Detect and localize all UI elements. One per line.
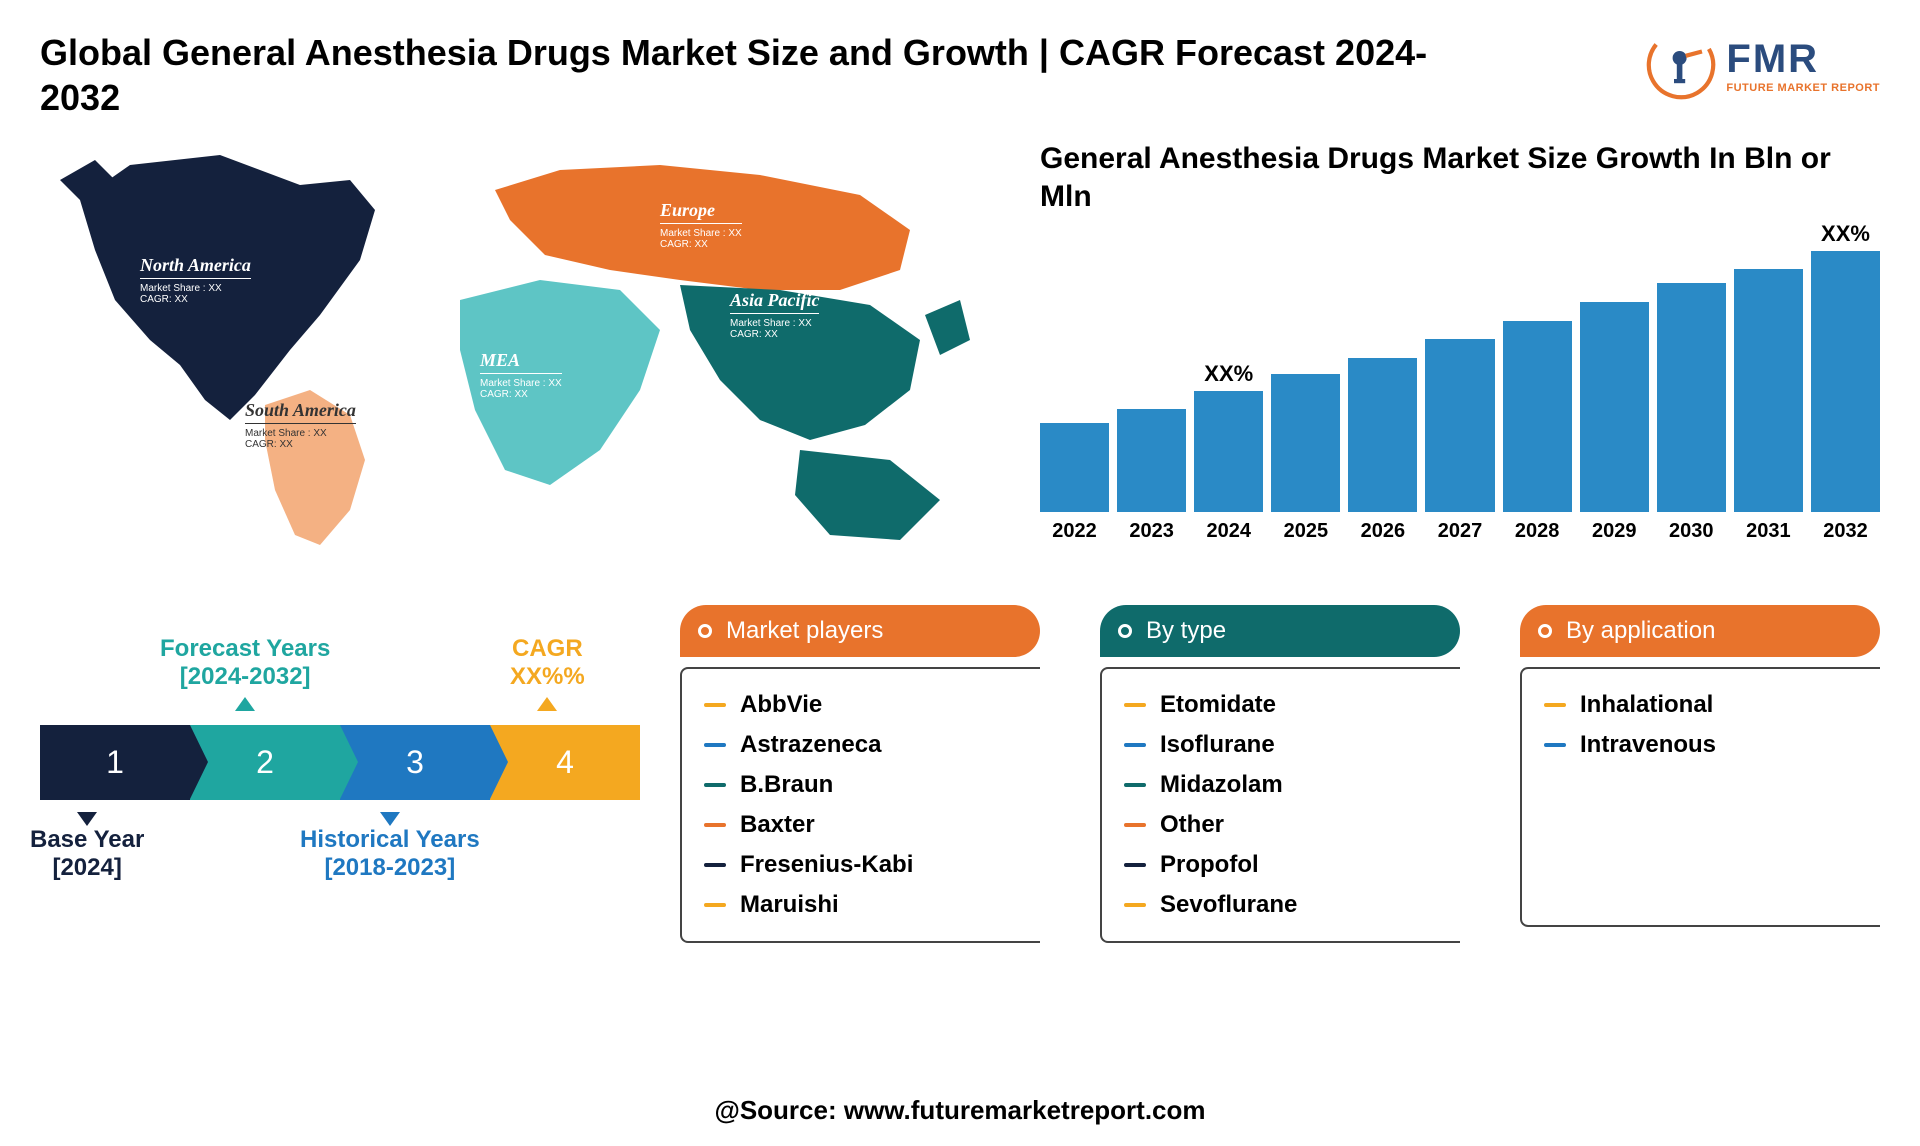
region-label-eu: EuropeMarket Share : XXCAGR: XX [660,200,742,250]
list-item: Midazolam [1124,765,1460,805]
timeline-seg-4: 4 [490,725,640,800]
tick-icon [704,703,726,707]
list-item: Fresenius-Kabi [704,845,1040,885]
world-map: North AmericaMarket Share : XXCAGR: XX So… [40,140,1000,560]
tick-icon [1124,783,1146,787]
logo-text: FMR [1726,37,1880,82]
tick-icon [1124,743,1146,747]
cagr-range: XX%% [510,663,585,691]
base-title: Base Year [30,826,144,854]
historical-years-label: Historical Years [2018-2023] [300,806,480,882]
tick-icon [1124,703,1146,707]
list-item: Other [1124,805,1460,845]
fmr-logo: FMR FUTURE MARKET REPORT [1646,30,1880,100]
tick-icon [1544,743,1566,747]
by-application-pill: By application [1520,605,1880,657]
list-item: Propofol [1124,845,1460,885]
bar-2022: 2022 [1040,423,1109,543]
bar-2023: 2023 [1117,409,1186,543]
page-title: Global General Anesthesia Drugs Market S… [40,30,1490,120]
tick-icon [704,743,726,747]
timeline-panel: Forecast Years [2024-2032] CAGR XX%% 123… [40,605,640,943]
region-label-ap: Asia PacificMarket Share : XXCAGR: XX [730,290,819,340]
spyglass-icon [1646,30,1716,100]
bar-2031: 2031 [1734,269,1803,543]
bar-2029: 2029 [1580,302,1649,543]
by-application-panel: By application InhalationalIntravenous [1520,605,1880,943]
pill-dot-icon [1538,624,1552,638]
list-item: Isoflurane [1124,725,1460,765]
bar-2024: XX%2024 [1194,391,1263,543]
pill-label: By type [1146,617,1226,645]
pill-dot-icon [1118,624,1132,638]
region-label-mea: MEAMarket Share : XXCAGR: XX [480,350,562,400]
region-label-sa: South AmericaMarket Share : XXCAGR: XX [245,400,356,450]
hist-title: Historical Years [300,826,480,854]
cagr-label: CAGR XX%% [510,635,585,711]
forecast-range: [2024-2032] [160,663,330,691]
list-item: Astrazeneca [704,725,1040,765]
bar-2027: 2027 [1425,339,1494,543]
list-item: Maruishi [704,885,1040,925]
bar-2030: 2030 [1657,283,1726,543]
bar-2028: 2028 [1503,321,1572,543]
by-type-panel: By type EtomidateIsofluraneMidazolamOthe… [1100,605,1460,943]
logo-subtext: FUTURE MARKET REPORT [1726,82,1880,94]
map-region-ap [680,285,970,540]
tick-icon [1124,863,1146,867]
forecast-years-label: Forecast Years [2024-2032] [160,635,330,711]
growth-bar-chart: General Anesthesia Drugs Market Size Gro… [1040,140,1880,560]
timeline-seg-2: 2 [190,725,340,800]
list-item: Etomidate [1124,685,1460,725]
base-year-label: Base Year [2024] [30,806,144,882]
list-item: Baxter [704,805,1040,845]
by-type-pill: By type [1100,605,1460,657]
market-players-pill: Market players [680,605,1040,657]
pill-dot-icon [698,624,712,638]
tick-icon [704,903,726,907]
cagr-title: CAGR [510,635,585,663]
list-item: Intravenous [1544,725,1880,765]
tick-icon [1124,903,1146,907]
tick-icon [704,863,726,867]
source-attribution: @Source: www.futuremarketreport.com [0,1095,1920,1126]
forecast-title: Forecast Years [160,635,330,663]
region-label-na: North AmericaMarket Share : XXCAGR: XX [140,255,251,305]
timeline-seg-1: 1 [40,725,190,800]
pill-label: By application [1566,617,1715,645]
tick-icon [704,823,726,827]
pill-label: Market players [726,617,883,645]
tick-icon [704,783,726,787]
bar-2026: 2026 [1348,358,1417,543]
list-item: AbbVie [704,685,1040,725]
chart-title: General Anesthesia Drugs Market Size Gro… [1040,140,1880,215]
tick-icon [1124,823,1146,827]
market-players-panel: Market players AbbVieAstrazenecaB.BraunB… [680,605,1040,943]
bar-2032: XX%2032 [1811,251,1880,543]
list-item: Sevoflurane [1124,885,1460,925]
tick-icon [1544,703,1566,707]
list-item: Inhalational [1544,685,1880,725]
hist-range: [2018-2023] [300,854,480,882]
bar-2025: 2025 [1271,374,1340,543]
list-item: B.Braun [704,765,1040,805]
timeline-seg-3: 3 [340,725,490,800]
base-range: [2024] [30,854,144,882]
